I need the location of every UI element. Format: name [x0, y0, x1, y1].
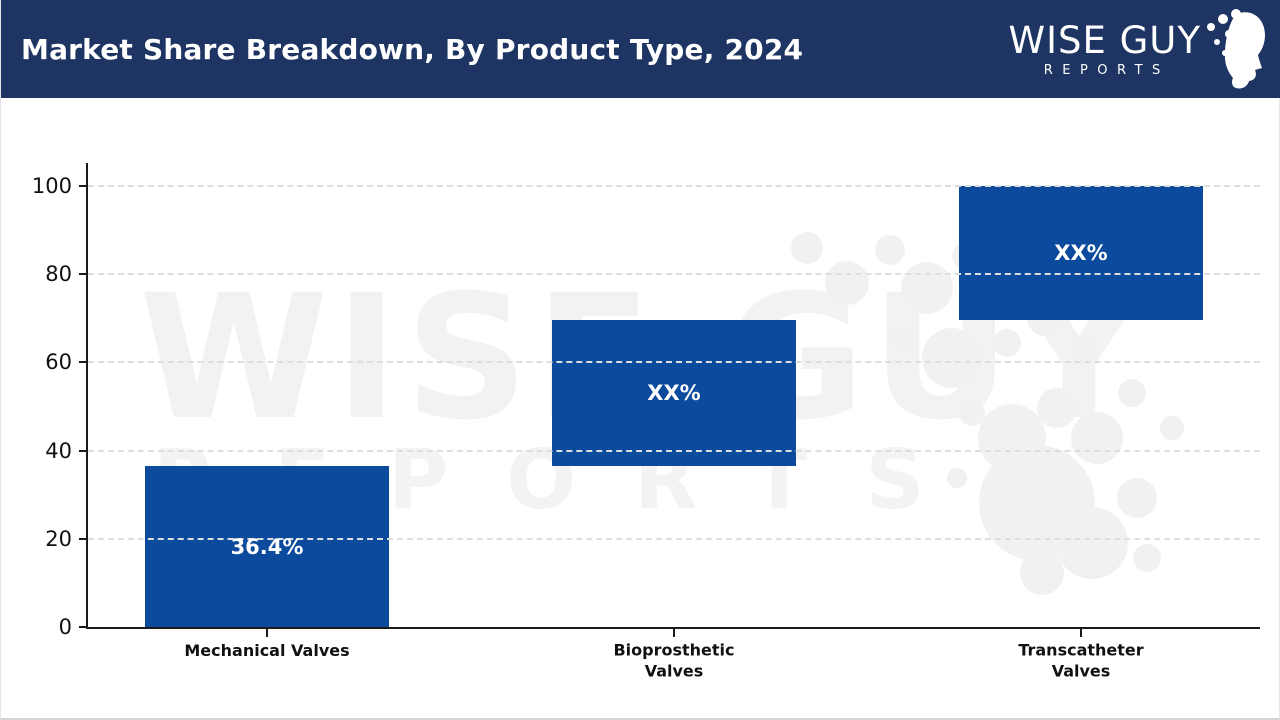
logo-text: WISE GUY REPORTS [1009, 22, 1201, 77]
y-axis-tick-label: 80 [45, 262, 72, 287]
y-axis-tick [79, 449, 87, 452]
y-axis-tick [79, 537, 87, 540]
chart-bar [145, 466, 389, 627]
y-axis-tick-label: 100 [31, 174, 72, 198]
bar-value-label: XX% [1054, 241, 1108, 266]
gridline [88, 185, 1260, 187]
x-axis-tick [673, 629, 675, 637]
gridline [88, 537, 1260, 540]
logo-wordmark: WISE GUY [1008, 18, 1201, 62]
chart-bar [552, 320, 796, 467]
y-axis-tick [79, 361, 87, 364]
x-category-label: Mechanical Valves [184, 641, 350, 660]
bar-value-label: XX% [647, 381, 701, 406]
x-axis-tick [1080, 629, 1082, 637]
x-axis-tick [266, 629, 268, 637]
chart-bar [959, 186, 1203, 321]
wise-guy-logo: WISE GUY REPORTS [1009, 7, 1267, 91]
y-axis-tick [79, 273, 87, 276]
header: Market Share Breakdown, By Product Type,… [1, 0, 1280, 98]
y-axis-tick-label: 20 [45, 526, 72, 551]
plot-area: 0 20 40 60 80 100 36.4% Mechanical Valves XX% Bio… [32, 163, 1260, 681]
page-title: Market Share Breakdown, By Product Type,… [21, 32, 804, 66]
gridline [88, 273, 1260, 276]
gridline [88, 361, 1260, 364]
logo-subtitle: REPORTS [1043, 62, 1170, 78]
logo-face-icon [1207, 9, 1265, 89]
bar-value-label: 36.4% [230, 534, 304, 559]
y-axis-tick-label: 0 [58, 615, 72, 639]
x-category-label: Transcatheter Valves [1018, 641, 1144, 681]
y-axis-tick [79, 185, 87, 187]
y-axis-tick-label: 40 [45, 438, 72, 463]
y-axis-tick-label: 60 [45, 350, 72, 375]
y-axis-tick [79, 626, 87, 628]
gridline [88, 449, 1260, 452]
x-category-label: Bioprosthetic Valves [613, 641, 735, 681]
